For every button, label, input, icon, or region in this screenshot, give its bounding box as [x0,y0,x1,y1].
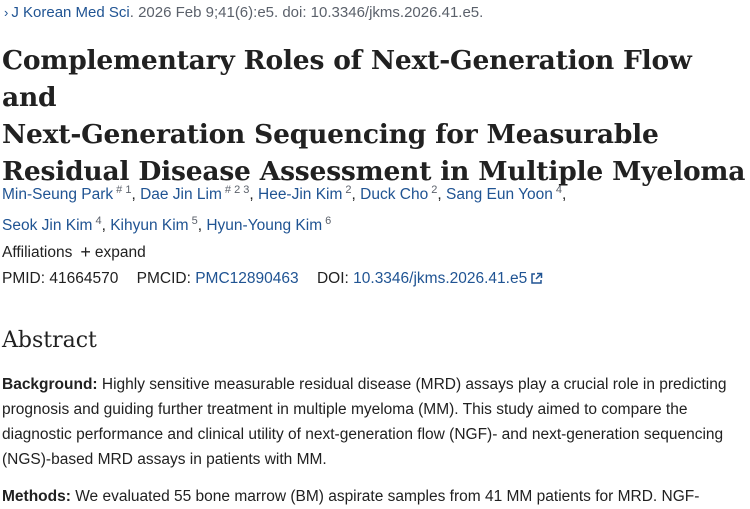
author-link[interactable]: Sang Eun Yoon [445,186,553,203]
doi-link[interactable]: 10.3346/jkms.2026.41.e5 [353,270,528,287]
affiliations-label: Affiliations [2,244,73,261]
pmcid-label: PMCID: [136,270,191,287]
author-affiliation-ref[interactable]: 4 [555,184,562,196]
author-affiliation-ref[interactable]: # 1 [116,184,132,196]
abstract-methods-paragraph: Methods: We evaluated 55 bone marrow (BM… [2,484,747,509]
author-affiliation-ref[interactable]: 2 [431,184,438,196]
background-text: Highly sensitive measurable residual dis… [2,376,727,468]
author-affiliation-ref[interactable]: # 2 3 [224,184,250,196]
author-link[interactable]: Duck Cho [360,186,429,203]
doi-label: DOI: [316,270,349,287]
journal-citation-line: › J Korean Med Sci. 2026 Feb 9;41(6):e5. … [4,4,483,21]
article-identifiers: PMID: 41664570 PMCID: PMC12890463 DOI: 1… [2,270,543,290]
author-list: Min-Seung Park # 1, Dae Jin Lim # 2 3, Hee… [2,184,567,234]
plus-icon[interactable]: + [80,242,91,262]
methods-text: We evaluated 55 bone marrow (BM) aspirat… [70,488,700,505]
pmid-label: PMID: [2,270,46,287]
abstract-background-paragraph: Background: Highly sensitive measurable … [2,372,747,472]
title-line-3: Residual Disease Assessment in Multiple … [2,156,746,187]
pmcid-link[interactable]: PMC12890463 [195,270,299,287]
author-affiliation-ref[interactable]: 2 [345,184,352,196]
abstract-heading: Abstract [2,328,97,353]
author-affiliation-ref[interactable]: 6 [325,215,332,227]
title-line-1: Complementary Roles of Next-Generation F… [2,45,692,113]
title-line-2: Next-Generation Sequencing for Measurabl… [2,119,659,150]
expand-affiliations-button[interactable]: expand [94,244,146,261]
author-link[interactable]: Hee-Jin Kim [258,186,343,203]
author-link[interactable]: Min-Seung Park [2,186,114,203]
author-link[interactable]: Dae Jin Lim [140,186,222,203]
author-affiliation-ref[interactable]: 4 [95,215,102,227]
methods-label: Methods: [2,488,71,505]
author-affiliation-ref[interactable]: 5 [191,215,198,227]
affiliations-row: Affiliations + expand [2,242,146,263]
author-link[interactable]: Seok Jin Kim [2,217,93,234]
journal-citation: . 2026 Feb 9;41(6):e5. doi: 10.3346/jkms… [129,4,484,21]
external-link-icon[interactable] [530,272,543,290]
journal-link[interactable]: J Korean Med Sci [11,4,130,21]
background-label: Background: [2,376,98,393]
article-title: Complementary Roles of Next-Generation F… [2,42,747,190]
chevron-right-icon: › [4,5,9,20]
pmid-value: 41664570 [49,270,119,287]
author-link[interactable]: Hyun-Young Kim [206,217,323,234]
author-link[interactable]: Kihyun Kim [110,217,189,234]
